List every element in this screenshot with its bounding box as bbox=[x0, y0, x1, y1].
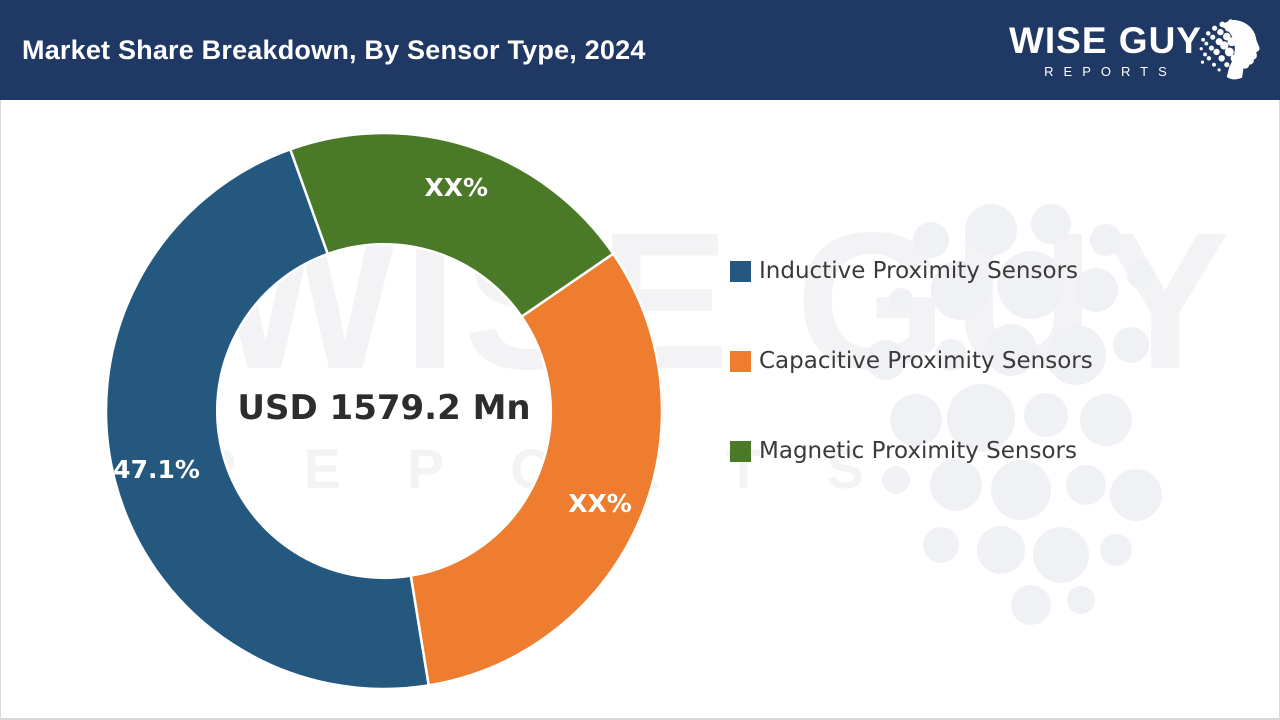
donut-segment-0 bbox=[104, 148, 430, 691]
legend-swatch-magnetic bbox=[730, 440, 751, 462]
legend-swatch-capacitive bbox=[730, 350, 751, 372]
slice-label-0: 47.1% bbox=[113, 455, 200, 484]
slice-label-2: XX% bbox=[424, 173, 488, 202]
legend-swatch-inductive bbox=[730, 260, 751, 282]
wiseguy-logo: WISE GUY REPORTS bbox=[1009, 8, 1262, 92]
chart-area: WISE GUY REPORTS 47.1%XX%XX% USD 1579.2 … bbox=[0, 100, 1280, 720]
donut-segment-1 bbox=[409, 252, 664, 687]
header: Market Share Breakdown, By Sensor Type, … bbox=[0, 0, 1280, 100]
watermark-face-dots bbox=[866, 204, 1162, 625]
legend-item: Capacitive Proximity Sensors bbox=[730, 346, 1093, 376]
slice-label-1: XX% bbox=[568, 489, 632, 518]
legend-label: Magnetic Proximity Sensors bbox=[759, 438, 1077, 464]
legend-label: Inductive Proximity Sensors bbox=[759, 258, 1079, 284]
page-title: Market Share Breakdown, By Sensor Type, … bbox=[22, 34, 646, 65]
logo-face-icon bbox=[1199, 19, 1260, 80]
donut-chart: 47.1% XX% XX% bbox=[104, 131, 664, 691]
legend-item: Magnetic Proximity Sensors bbox=[730, 436, 1093, 466]
legend-item: Inductive Proximity Sensors bbox=[730, 256, 1093, 286]
legend: Inductive Proximity Sensors Capacitive P… bbox=[730, 256, 1093, 526]
legend-label: Capacitive Proximity Sensors bbox=[759, 348, 1093, 374]
chart-center-value: USD 1579.2 Mn bbox=[237, 388, 531, 428]
logo-wordmark: WISE GUY bbox=[1008, 19, 1202, 61]
donut-segment-2 bbox=[289, 131, 615, 318]
logo-subtext: REPORTS bbox=[1044, 63, 1177, 79]
logo-text: WISE GUY REPORTS bbox=[1009, 22, 1202, 79]
watermark-line-2: REPORTS bbox=[197, 441, 930, 497]
